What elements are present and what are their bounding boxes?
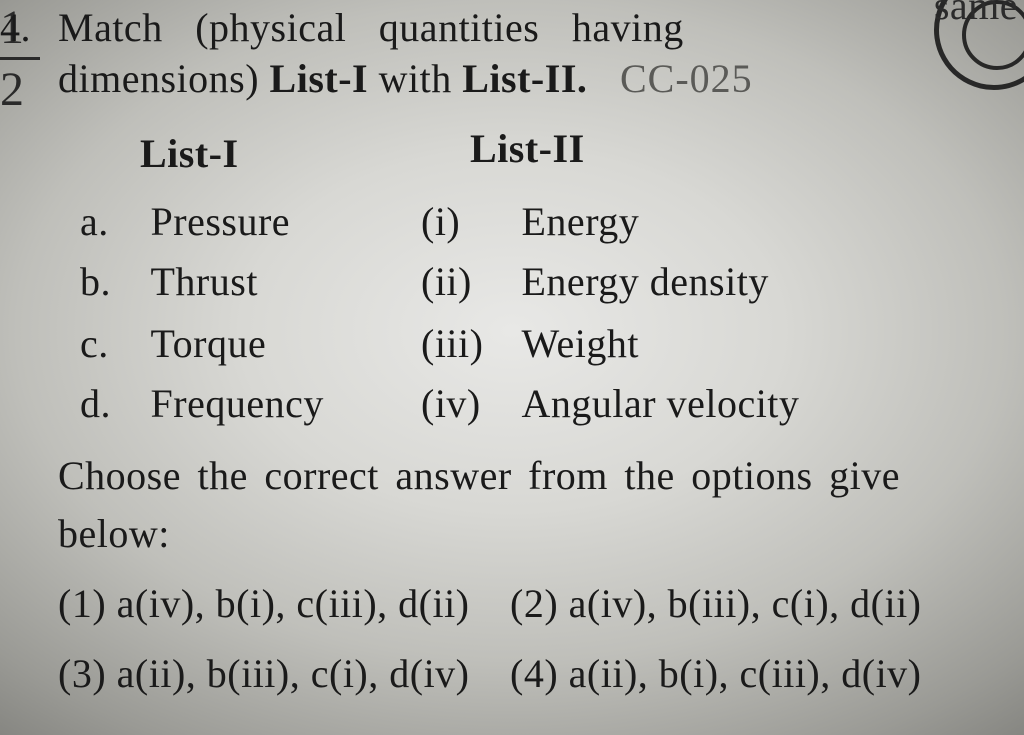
- row-letter: a.: [80, 198, 140, 245]
- stem-line-1: Choose the correct answer from the optio…: [58, 452, 900, 499]
- row-item2: Energy density: [522, 258, 769, 305]
- stem-line-2: below:: [58, 510, 170, 557]
- row-item1: Pressure: [151, 198, 411, 245]
- list2-inline: List-II.: [462, 56, 587, 101]
- row-item1: Torque: [151, 320, 411, 367]
- row-letter: c.: [80, 320, 140, 367]
- table-row: c. Torque (iii) Weight: [80, 320, 639, 367]
- question-number: 4.: [0, 4, 31, 51]
- row-item1: Frequency: [151, 380, 411, 427]
- question-line-2-mid: with: [368, 56, 462, 101]
- row-item2: Weight: [522, 320, 640, 367]
- row-roman: (iv): [421, 380, 511, 427]
- row-letter: d.: [80, 380, 140, 427]
- row-item2: Angular velocity: [522, 380, 800, 427]
- question-line-2-left: dimensions): [58, 56, 270, 101]
- list1-inline: List-I: [270, 56, 369, 101]
- table-row: a. Pressure (i) Energy: [80, 198, 639, 245]
- option-2: (2) a(iv), b(iii), c(i), d(ii): [510, 580, 922, 627]
- header-list-2: List-II: [470, 125, 585, 172]
- fraction-bar: [0, 57, 40, 60]
- question-line-1: Match (physical quantities having: [58, 4, 684, 51]
- question-line-2: dimensions) List-I with List-II.: [58, 55, 587, 102]
- question-line-1-right: same: [934, 0, 1018, 29]
- page: 4. Match (physical quantities having sam…: [0, 0, 1024, 735]
- row-item1: Thrust: [151, 258, 411, 305]
- option-1: (1) a(iv), b(i), c(iii), d(ii): [58, 580, 470, 627]
- row-roman: (i): [421, 198, 511, 245]
- fraction-bottom: 2: [0, 63, 24, 116]
- header-list-1: List-I: [140, 130, 239, 177]
- option-3: (3) a(ii), b(iii), c(i), d(iv): [58, 650, 470, 697]
- table-row: d. Frequency (iv) Angular velocity: [80, 380, 799, 427]
- row-letter: b.: [80, 258, 140, 305]
- row-roman: (iii): [421, 320, 511, 367]
- code-annotation: CC-025: [620, 55, 753, 102]
- option-4: (4) a(ii), b(i), c(iii), d(iv): [510, 650, 922, 697]
- table-row: b. Thrust (ii) Energy density: [80, 258, 769, 305]
- row-roman: (ii): [421, 258, 511, 305]
- row-item2: Energy: [522, 198, 640, 245]
